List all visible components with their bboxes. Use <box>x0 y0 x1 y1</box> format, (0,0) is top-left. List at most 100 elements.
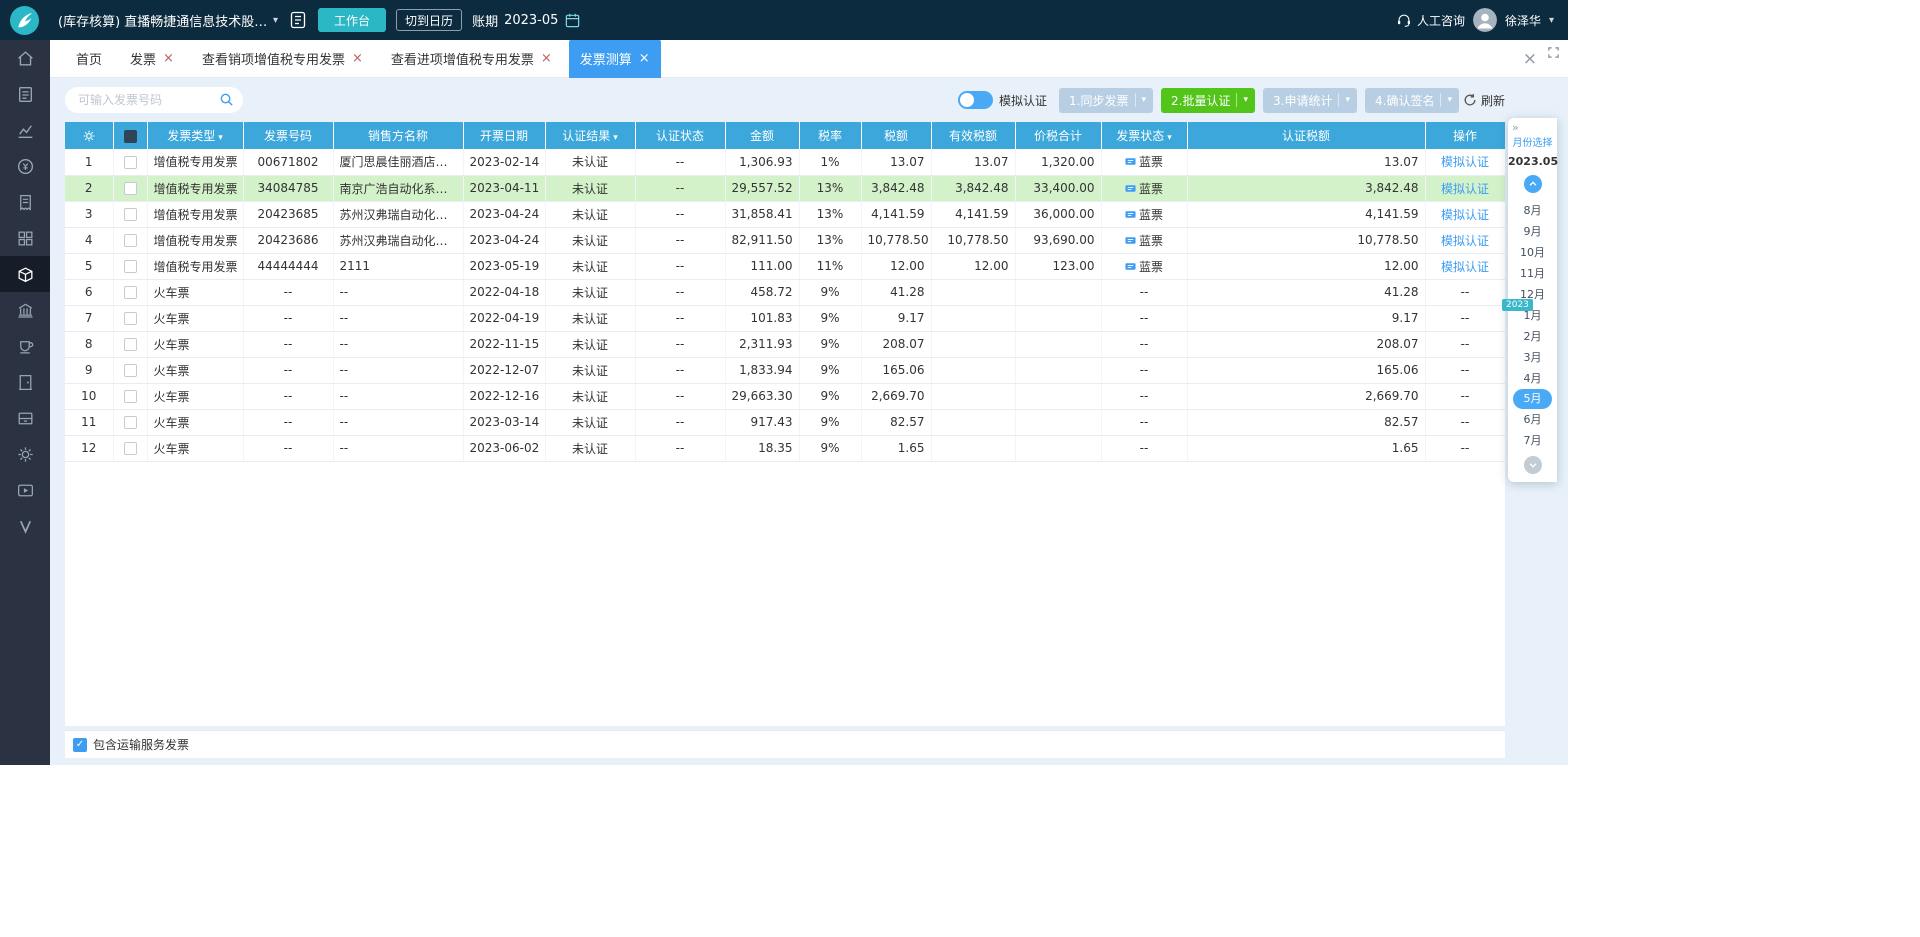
filter-chevron-icon[interactable]: ▾ <box>1167 133 1172 143</box>
month-item[interactable]: 10月 <box>1520 246 1545 259</box>
row-checkbox[interactable] <box>123 416 137 429</box>
sidebar-item-modules[interactable] <box>0 220 50 256</box>
avatar[interactable] <box>1472 8 1497 32</box>
close-icon[interactable]: × <box>1522 48 1537 69</box>
sidebar-item-service[interactable] <box>0 328 50 364</box>
sidebar-item-bills[interactable] <box>0 184 50 220</box>
sidebar-item-drawer[interactable] <box>0 400 50 436</box>
select-all-checkbox[interactable] <box>123 129 137 143</box>
tab-close-icon[interactable]: × <box>540 51 552 66</box>
invoice-row[interactable]: 12 火车票 -- -- 2023-06-02 未认证 -- 18.35 9% 1.65 -- 1.6… <box>65 435 1505 462</box>
month-item[interactable]: 3月 <box>1523 351 1542 364</box>
transport-invoice-checkbox[interactable]: ✓ <box>73 737 87 752</box>
column-header[interactable]: 认证结果 ▾ <box>545 122 636 149</box>
simulate-cert-link[interactable]: 模拟认证 <box>1440 259 1489 274</box>
action-button-2[interactable]: 2.批量认证 ▾ <box>1161 87 1256 113</box>
support-link[interactable]: 人工咨询 <box>1396 12 1465 29</box>
refresh-button[interactable]: 刷新 <box>1463 92 1505 109</box>
simulate-cert-link[interactable]: 模拟认证 <box>1440 233 1489 248</box>
simulate-cert-link[interactable]: 模拟认证 <box>1440 181 1489 196</box>
month-item[interactable]: 9月 <box>1523 225 1542 238</box>
accounting-period[interactable]: 账期 2023-05 <box>472 11 581 30</box>
invoice-row[interactable]: 1 增值税专用发票00671802厦门思晨佳丽酒店管理有限...2023-02-1… <box>65 149 1505 176</box>
scroll-down-button[interactable] <box>1523 456 1542 474</box>
row-checkbox[interactable] <box>123 260 137 273</box>
sidebar-item-reports[interactable] <box>0 112 50 148</box>
invoice-row[interactable]: 6 火车票 -- -- 2022-04-18 未认证 -- 458.72 9% 41.28 -- 41… <box>65 279 1505 306</box>
sidebar-item-brand-v[interactable] <box>0 508 50 544</box>
chevron-down-icon[interactable]: ▾ <box>1548 14 1554 26</box>
tab-item[interactable]: 查看销项增值税专用发票 × <box>191 40 374 78</box>
tab-item[interactable]: 发票 × <box>119 40 185 78</box>
sidebar-item-assets[interactable] <box>0 292 50 328</box>
sidebar-item-video[interactable] <box>0 472 50 508</box>
row-checkbox[interactable] <box>123 312 137 325</box>
workbench-button[interactable]: 工作台 <box>318 8 387 32</box>
invoice-row[interactable]: 7 火车票 -- -- 2022-04-19 未认证 -- 101.83 9% 9.17 -- 9.1… <box>65 305 1505 332</box>
sidebar-item-home[interactable] <box>0 40 50 76</box>
row-checkbox[interactable] <box>123 442 137 455</box>
search-input[interactable] <box>65 87 243 113</box>
row-checkbox[interactable] <box>123 208 137 221</box>
month-item[interactable]: 4月 <box>1523 372 1542 385</box>
action-button-3[interactable]: 3.申请统计 ▾ <box>1263 87 1357 113</box>
column-header[interactable]: 发票状态 ▾ <box>1101 122 1188 149</box>
sidebar-item-settings[interactable] <box>0 436 50 472</box>
simulate-cert-link[interactable]: 模拟认证 <box>1440 155 1489 170</box>
month-item[interactable]: 8月 <box>1523 204 1542 217</box>
filter-chevron-icon[interactable]: ▾ <box>613 133 618 143</box>
action-button-4[interactable]: 4.确认签名 ▾ <box>1365 87 1459 113</box>
column-header[interactable]: 发票类型 ▾ <box>147 122 244 149</box>
month-item[interactable]: 6月 <box>1523 413 1542 426</box>
invoice-row[interactable]: 3 增值税专用发票20423685苏州汉弗瑞自动化科技有限...2023-04-2… <box>65 201 1505 228</box>
tab-close-icon[interactable]: × <box>351 51 363 66</box>
simulate-cert-link[interactable]: 模拟认证 <box>1440 207 1489 222</box>
invoice-row[interactable]: 5 增值税专用发票 44444444 2111 2023-05-19 未认证 -- 111.0… <box>65 253 1505 280</box>
sidebar-item-documents[interactable] <box>0 76 50 112</box>
month-item[interactable]: 7月 <box>1523 434 1542 447</box>
sidebar-item-funds[interactable] <box>0 148 50 184</box>
row-checkbox[interactable] <box>123 286 137 299</box>
sidebar-item-inventory[interactable] <box>0 256 50 292</box>
row-checkbox[interactable] <box>123 390 137 403</box>
filter-chevron-icon[interactable]: ▾ <box>218 133 223 143</box>
sidebar-item-checkout[interactable] <box>0 364 50 400</box>
month-item[interactable]: 2月 <box>1523 330 1542 343</box>
row-checkbox[interactable] <box>123 234 137 247</box>
column-settings-header[interactable] <box>65 122 114 149</box>
simulate-cert-toggle[interactable] <box>958 91 994 109</box>
company-selector[interactable]: (库存核算) 直播畅捷通信息技术股份... ▾ <box>58 11 278 30</box>
invoice-row[interactable]: 9 火车票 -- -- 2022-12-07 未认证 -- 1,833.94 9% 165.06-… <box>65 357 1505 384</box>
scroll-up-button[interactable] <box>1523 175 1542 193</box>
row-checkbox[interactable] <box>123 338 137 351</box>
invoice-row[interactable]: 4 增值税专用发票20423686苏州汉弗瑞自动化科技有限...2023-04-2… <box>65 227 1505 254</box>
app-logo[interactable] <box>0 5 48 36</box>
month-item[interactable]: 12月 <box>1520 288 1545 301</box>
tab-close-icon[interactable]: × <box>163 51 174 66</box>
user-name[interactable]: 徐泽华 <box>1504 13 1541 28</box>
cell-valid_tax <box>931 279 1016 306</box>
tab-close-icon[interactable]: × <box>638 51 650 66</box>
tab-item[interactable]: 查看进项增值税专用发票 × <box>380 40 563 78</box>
select-all-header[interactable] <box>113 122 148 149</box>
month-item[interactable]: 5月 <box>1513 389 1552 409</box>
invoice-status-label: 蓝票 <box>1138 233 1163 248</box>
invoice-row[interactable]: 2 增值税专用发票34084785南京广浩自动化系统有限责...2023-04-1… <box>65 175 1505 202</box>
fullscreen-icon[interactable] <box>1547 46 1560 59</box>
account-book-icon[interactable] <box>288 10 308 30</box>
row-checkbox[interactable] <box>123 364 137 377</box>
tab-item[interactable]: 发票测算 × <box>568 39 661 78</box>
month-item[interactable]: 1月 <box>1523 309 1542 322</box>
collapse-panel-icon[interactable]: » <box>1512 121 1519 134</box>
invoice-row[interactable]: 8 火车票 -- -- 2022-11-15 未认证 -- 2,311.93 9% 208.07-… <box>65 331 1505 358</box>
tab-item[interactable]: 首页 <box>65 40 113 78</box>
row-checkbox[interactable] <box>123 155 137 169</box>
search-icon[interactable] <box>219 92 234 107</box>
action-button-1[interactable]: 1.同步发票 ▾ <box>1059 87 1154 113</box>
invoice-row[interactable]: 11 火车票 -- -- 2023-03-14 未认证 -- 917.43 9% 82.57 -- 8… <box>65 409 1505 436</box>
invoice-row[interactable]: 10 火车票 -- -- 2022-12-16 未认证 -- 29,663.30 9% 2,669… <box>65 383 1505 410</box>
month-item[interactable]: 11月 <box>1520 267 1545 280</box>
switch-calendar-button[interactable]: 切到日历 <box>396 9 463 31</box>
row-checkbox[interactable] <box>123 182 137 195</box>
calendar-icon[interactable] <box>564 12 581 29</box>
